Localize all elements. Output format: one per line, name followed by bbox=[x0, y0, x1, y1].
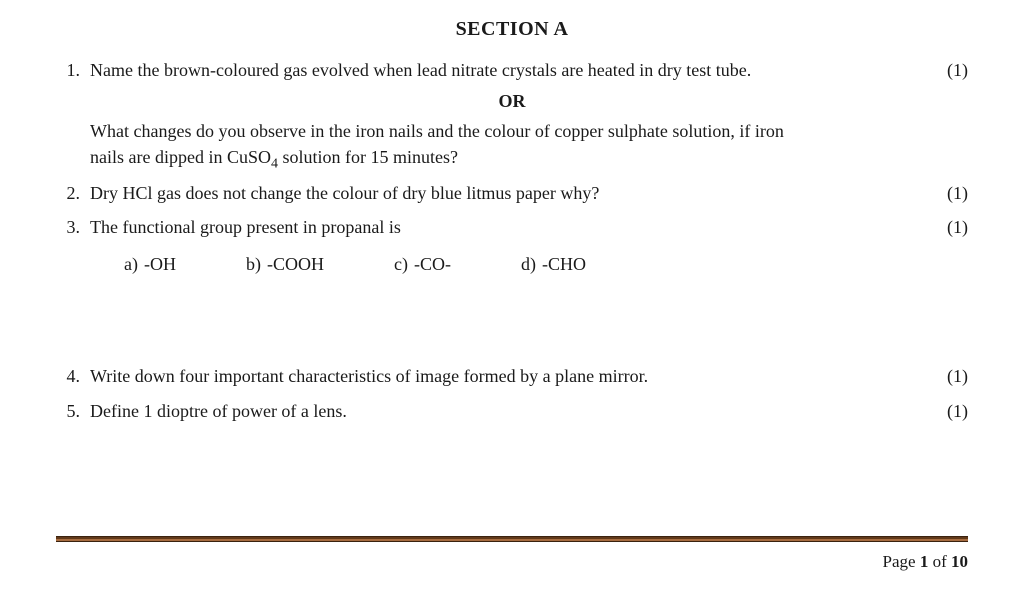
question-text: Define 1 dioptre of power of a lens. bbox=[90, 398, 924, 424]
page-label: Page bbox=[883, 552, 920, 571]
question-4: 4. Write down four important characteris… bbox=[56, 363, 968, 389]
question-text: Dry HCl gas does not change the colour o… bbox=[90, 180, 924, 206]
exam-page: SECTION A 1. Name the brown-coloured gas… bbox=[0, 0, 1024, 594]
question-text: What changes do you observe in the iron … bbox=[90, 121, 784, 141]
spacer bbox=[56, 275, 968, 355]
question-1: 1. Name the brown-coloured gas evolved w… bbox=[56, 57, 968, 83]
option-c: c) -CO- bbox=[394, 254, 451, 275]
page-total: 10 bbox=[951, 552, 968, 571]
question-text: Name the brown-coloured gas evolved when… bbox=[90, 57, 924, 83]
question-text: Write down four important characteristic… bbox=[90, 363, 924, 389]
page-of: of bbox=[928, 552, 951, 571]
option-a: a) -OH bbox=[124, 254, 176, 275]
option-value: -OH bbox=[144, 254, 176, 275]
question-marks: (1) bbox=[934, 180, 968, 206]
question-number: 5. bbox=[56, 398, 80, 424]
question-marks: (1) bbox=[934, 57, 968, 83]
section-heading: SECTION A bbox=[56, 18, 968, 41]
question-marks: (1) bbox=[934, 214, 968, 240]
page-number: Page 1 of 10 bbox=[56, 552, 968, 572]
question-2: 2. Dry HCl gas does not change the colou… bbox=[56, 180, 968, 206]
option-label: b) bbox=[246, 254, 261, 275]
question-3-options: a) -OH b) -COOH c) -CO- d) -CHO bbox=[124, 254, 968, 275]
option-value: -COOH bbox=[267, 254, 324, 275]
footer-rule bbox=[56, 536, 968, 542]
option-value: -CO- bbox=[414, 254, 451, 275]
question-text: solution for 15 minutes? bbox=[278, 147, 458, 167]
subscript: 4 bbox=[271, 156, 278, 172]
question-number: 1. bbox=[56, 57, 80, 83]
option-label: c) bbox=[394, 254, 408, 275]
or-divider: OR bbox=[56, 91, 968, 112]
question-text: The functional group present in propanal… bbox=[90, 214, 924, 240]
option-b: b) -COOH bbox=[246, 254, 324, 275]
option-d: d) -CHO bbox=[521, 254, 586, 275]
question-text: nails are dipped in CuSO bbox=[90, 147, 271, 167]
option-label: a) bbox=[124, 254, 138, 275]
page-footer: Page 1 of 10 bbox=[56, 536, 968, 572]
question-1-alt: What changes do you observe in the iron … bbox=[90, 118, 968, 170]
question-5: 5. Define 1 dioptre of power of a lens. … bbox=[56, 398, 968, 424]
question-number: 3. bbox=[56, 214, 80, 240]
question-marks: (1) bbox=[934, 398, 968, 424]
question-number: 2. bbox=[56, 180, 80, 206]
question-marks: (1) bbox=[934, 363, 968, 389]
option-value: -CHO bbox=[542, 254, 586, 275]
question-number: 4. bbox=[56, 363, 80, 389]
option-label: d) bbox=[521, 254, 536, 275]
question-3: 3. The functional group present in propa… bbox=[56, 214, 968, 240]
